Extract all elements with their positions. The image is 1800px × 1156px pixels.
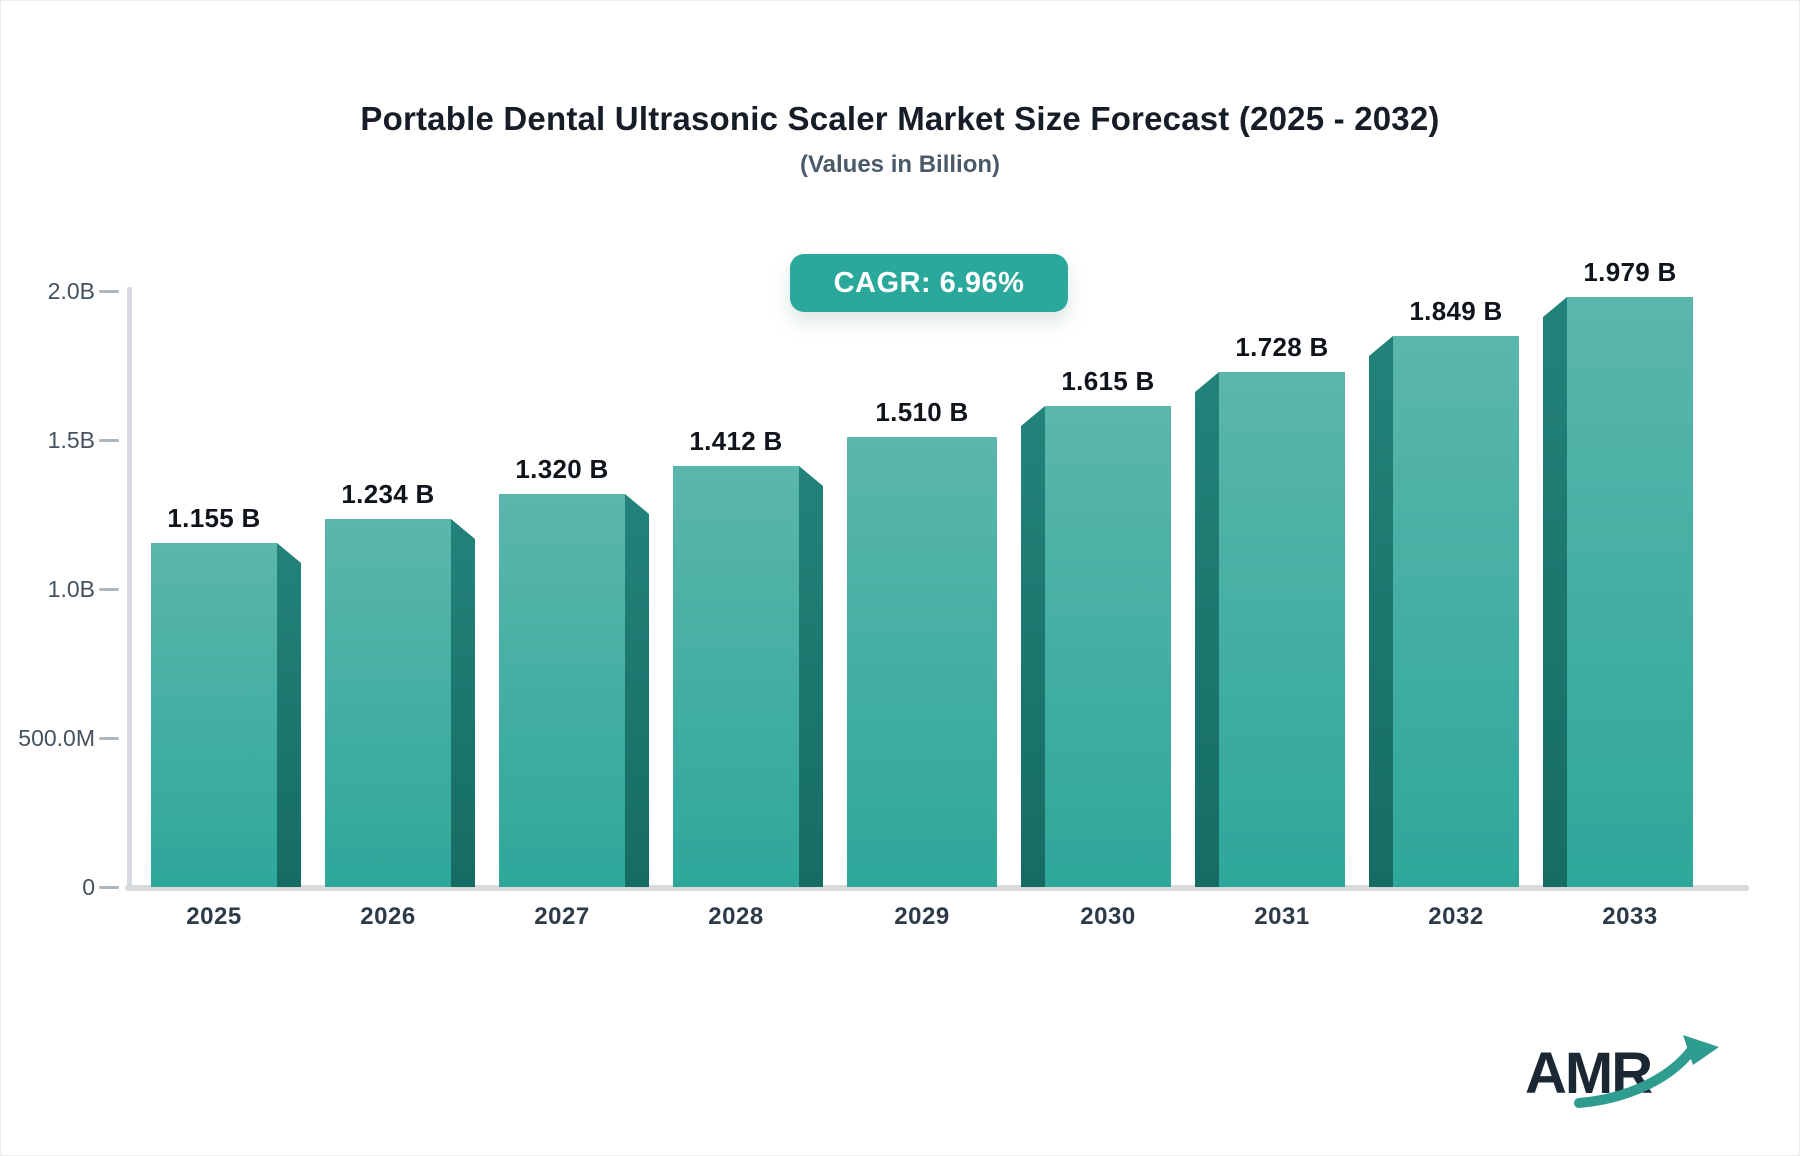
bar-value-label: 1.615 B	[1061, 366, 1155, 396]
bar-side	[1543, 297, 1567, 887]
bar	[499, 494, 649, 887]
y-axis	[127, 287, 132, 891]
y-tick	[99, 439, 119, 442]
logo-arrowhead-icon	[1683, 1035, 1719, 1065]
bar-side	[799, 466, 823, 887]
bar-value-label: 1.155 B	[167, 503, 261, 533]
chart-subtitle: (Values in Billion)	[799, 151, 1001, 178]
bar-value-label: 1.728 B	[1235, 332, 1329, 362]
bar-face	[1393, 336, 1519, 887]
bar-side	[1021, 406, 1045, 887]
bar	[673, 466, 823, 887]
x-axis-label: 2028	[708, 903, 764, 930]
x-axis-label: 2032	[1428, 903, 1484, 930]
bar-side	[451, 519, 475, 887]
y-tick-label: 0	[82, 874, 95, 900]
logo-arrow-icon	[1574, 1046, 1696, 1108]
bar-value-label: 1.849 B	[1409, 296, 1503, 326]
cagr-badge: CAGR: 6.96%	[790, 254, 1068, 312]
y-tick-label: 1.5B	[47, 427, 95, 453]
x-axis-label: 2033	[1602, 903, 1658, 930]
bar-value-label: 1.412 B	[689, 426, 783, 456]
y-tick	[99, 588, 119, 591]
bar	[151, 543, 301, 887]
x-axis-baseline	[125, 885, 1749, 891]
y-tick	[99, 886, 119, 889]
bar	[847, 437, 997, 887]
chart-title: Portable Dental Ultrasonic Scaler Market…	[360, 100, 1440, 137]
bar	[325, 519, 475, 887]
bar-face	[673, 466, 799, 887]
amr-logo: AMR	[1525, 1035, 1719, 1108]
bar-face	[325, 519, 451, 887]
bar-value-label: 1.320 B	[515, 454, 609, 484]
x-axis-label: 2031	[1254, 903, 1310, 930]
y-tick-label: 500.0M	[18, 725, 95, 751]
x-axis-label: 2030	[1080, 903, 1136, 930]
bar-side	[1369, 336, 1393, 887]
x-axis-label: 2027	[534, 903, 590, 930]
y-tick-label: 1.0B	[47, 576, 95, 602]
bar-value-label: 1.234 B	[341, 479, 435, 509]
bar-value-label: 1.510 B	[875, 397, 969, 427]
bar-side	[277, 543, 301, 887]
bar	[1021, 406, 1171, 887]
bar-face	[499, 494, 625, 887]
bar-side	[625, 494, 649, 887]
x-axis-label: 2029	[894, 903, 950, 930]
bar-face	[1219, 372, 1345, 887]
y-tick	[99, 737, 119, 740]
y-tick-label: 2.0B	[47, 278, 95, 304]
bar-face	[151, 543, 277, 887]
bar-face	[1045, 406, 1171, 887]
y-tick	[99, 290, 119, 293]
bar-value-label: 1.979 B	[1583, 257, 1677, 287]
bar-side	[1195, 372, 1219, 887]
bar-face	[1567, 297, 1693, 887]
bar	[1543, 297, 1693, 887]
x-axis-label: 2026	[360, 903, 416, 930]
x-axis-label: 2025	[186, 903, 242, 930]
bar	[1369, 336, 1519, 887]
bar	[1195, 372, 1345, 887]
bar-face	[847, 437, 997, 887]
